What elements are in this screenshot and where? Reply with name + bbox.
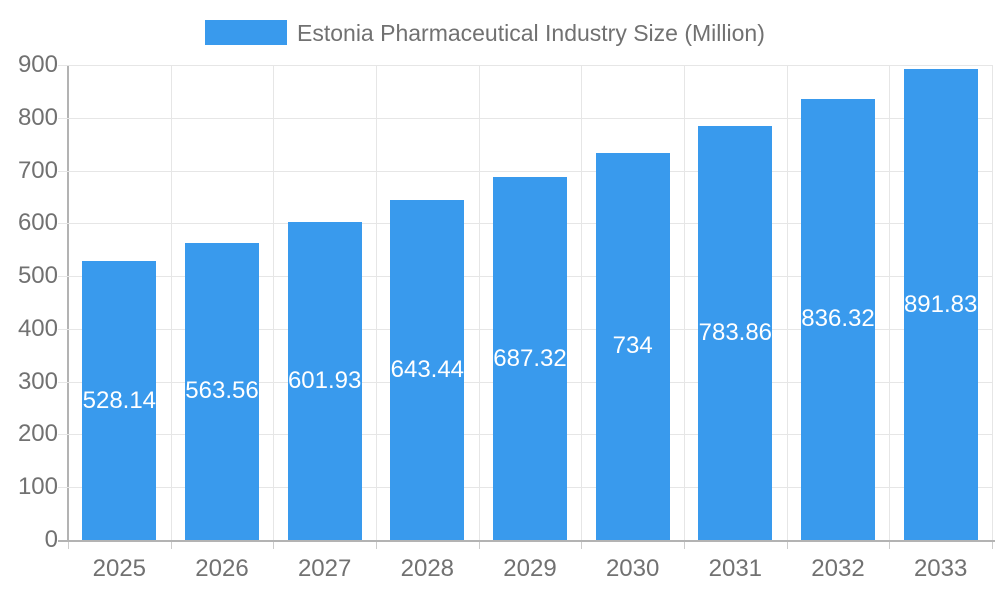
gridline-x-5	[581, 65, 583, 540]
x-axis-tick	[68, 542, 69, 549]
x-axis-tick	[992, 542, 993, 549]
gridline-y-900	[58, 65, 992, 66]
x-axis-tick-label: 2026	[195, 555, 249, 582]
bar-2033[interactable]	[903, 69, 978, 540]
gridline-x-3	[376, 65, 377, 540]
y-axis-tick-label: 800	[17, 103, 58, 131]
x-axis-tick-label: 2030	[605, 555, 660, 582]
bar-2030[interactable]	[595, 152, 670, 540]
gridline-x-1	[170, 65, 172, 540]
x-axis-tick	[684, 542, 685, 549]
bar-value-label: 687.32	[493, 344, 567, 372]
bar-2029[interactable]	[493, 177, 567, 540]
x-axis-tick	[786, 542, 788, 549]
x-axis-baseline	[58, 540, 995, 542]
x-axis-tick-label: 2027	[297, 555, 352, 582]
gridline-y-700	[58, 170, 992, 172]
x-axis-tick-label: 2025	[92, 555, 147, 582]
x-axis-tick-label: 2029	[503, 555, 557, 582]
bar-2032[interactable]	[801, 98, 875, 540]
gridline-x-7	[786, 65, 788, 540]
x-axis-tick	[376, 542, 377, 549]
bar-value-label: 643.44	[390, 356, 465, 384]
y-axis-tick-label: 100	[17, 473, 58, 501]
bar-value-label: 891.83	[903, 290, 978, 318]
gridline-x-2	[273, 65, 275, 540]
x-axis-tick-label: 2031	[708, 555, 763, 582]
x-axis-tick	[170, 542, 172, 549]
y-axis-line	[67, 65, 69, 542]
x-axis-tick	[581, 542, 583, 549]
bar-2028[interactable]	[390, 200, 465, 540]
bar-value-label: 601.93	[287, 367, 362, 395]
y-axis-tick-label: 400	[17, 314, 58, 342]
bar-2027[interactable]	[287, 222, 362, 540]
gridline-x-4	[478, 65, 480, 540]
bar-value-label: 734	[612, 332, 653, 360]
x-axis-tick-label: 2032	[811, 555, 865, 582]
gridline-x-8	[889, 65, 891, 540]
gridline-x-9	[992, 65, 993, 540]
x-axis-tick	[889, 542, 891, 549]
bar-2025[interactable]	[82, 261, 157, 540]
legend-label: Estonia Pharmaceutical Industry Size (Mi…	[297, 20, 765, 46]
bar-2026[interactable]	[185, 242, 259, 540]
bar-value-label: 528.14	[82, 386, 157, 414]
x-axis-tick-label: 2028	[400, 555, 455, 582]
bar-value-label: 836.32	[801, 305, 875, 333]
gridline-x-6	[684, 65, 685, 540]
gridline-y-800	[58, 117, 992, 119]
y-axis-tick-label: 200	[17, 420, 58, 448]
x-axis-tick	[273, 542, 275, 549]
y-axis-tick-label: 700	[17, 156, 58, 184]
x-axis-tick	[478, 542, 480, 549]
y-axis-tick-label: 600	[17, 209, 58, 237]
bar-value-label: 783.86	[698, 319, 773, 347]
y-axis-tick-label: 300	[17, 367, 58, 395]
bar-2031[interactable]	[698, 126, 773, 540]
x-axis-tick-label: 2033	[913, 555, 968, 582]
y-axis-tick-label: 900	[17, 51, 58, 78]
y-axis-tick-label: 500	[17, 262, 58, 290]
y-axis-tick-label: 0	[44, 526, 58, 553]
bar-value-label: 563.56	[185, 377, 259, 405]
legend-swatch	[205, 20, 287, 45]
